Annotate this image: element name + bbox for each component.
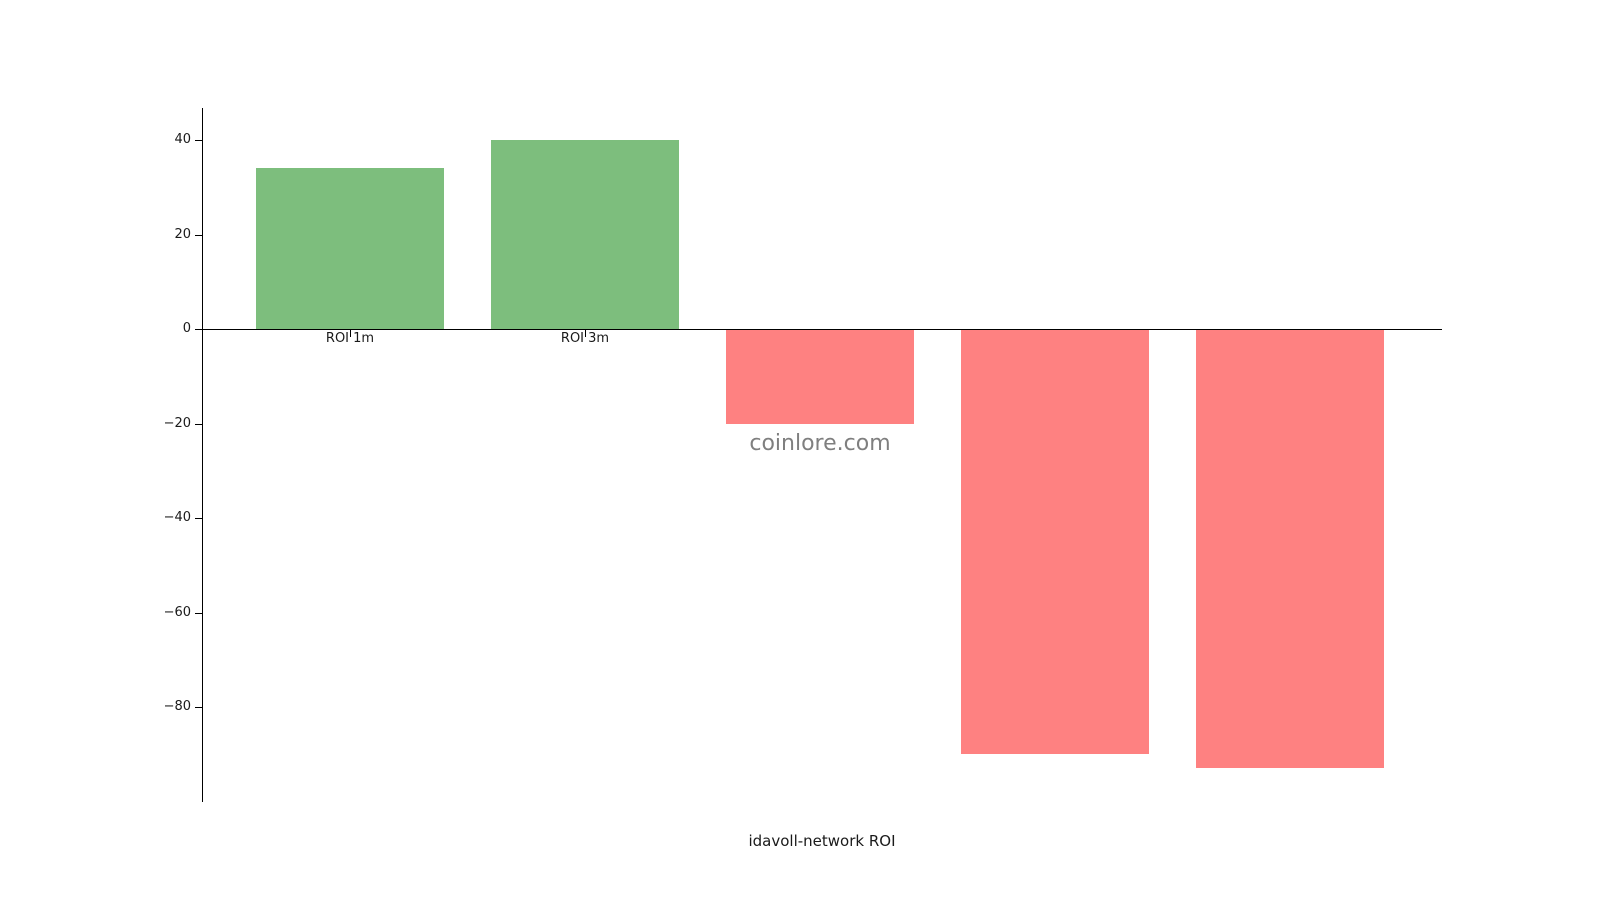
y-tick-mark	[195, 140, 202, 141]
bar-roi-3m	[491, 140, 679, 329]
y-tick-label: 0	[182, 321, 191, 336]
bar-roi-1m	[256, 168, 444, 329]
x-axis-line	[202, 329, 1442, 330]
x-tick-label: ROI 1m	[325, 331, 375, 346]
bar-unlabeled-2	[726, 329, 914, 424]
x-tick-mark	[350, 329, 351, 337]
y-tick-label: 20	[174, 226, 191, 242]
y-tick-mark	[195, 518, 202, 519]
y-axis-spine	[202, 108, 203, 802]
y-tick-mark	[195, 423, 202, 425]
y-tick-mark	[195, 234, 202, 236]
chart-title: idavoll-network ROI	[748, 832, 896, 850]
bar-unlabeled-4	[1196, 329, 1384, 769]
y-tick-label: −80	[163, 699, 191, 714]
bar-unlabeled-3	[961, 329, 1149, 755]
y-tick-label: −20	[163, 415, 191, 431]
x-tick-label: ROI 3m	[560, 331, 610, 346]
x-tick-mark	[585, 329, 586, 337]
y-tick-mark	[195, 612, 202, 614]
y-tick-label: −40	[163, 510, 191, 525]
watermark-text: coinlore.com	[749, 431, 891, 456]
y-tick-label: 40	[174, 132, 191, 147]
y-tick-mark	[195, 707, 202, 708]
y-tick-label: −60	[163, 604, 191, 620]
y-tick-mark	[195, 329, 202, 330]
